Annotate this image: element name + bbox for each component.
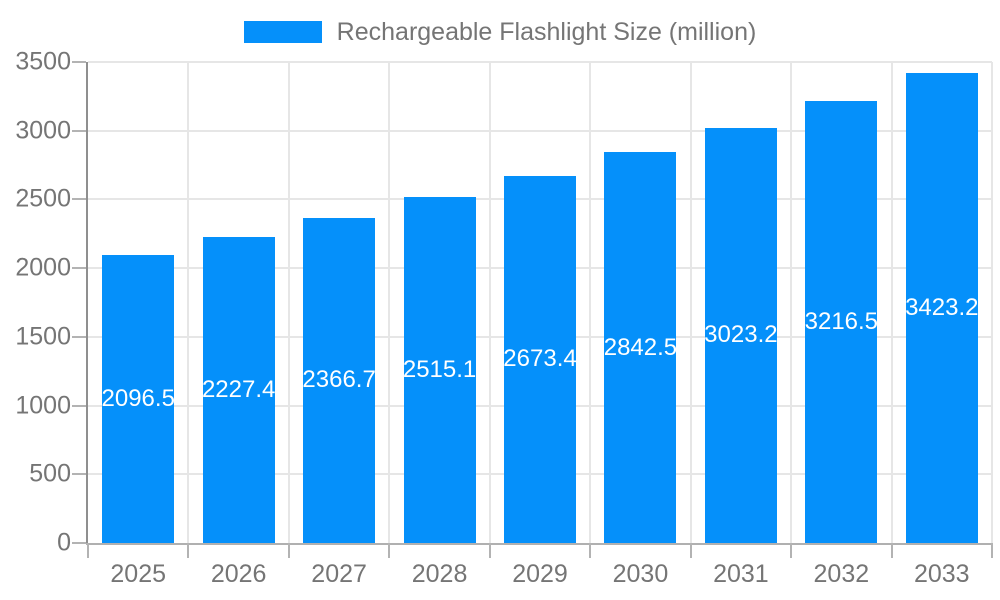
y-axis-tick bbox=[72, 267, 86, 270]
y-axis-tick bbox=[72, 129, 86, 132]
x-tick-label: 2025 bbox=[110, 560, 167, 588]
x-tick-label: 2026 bbox=[210, 560, 267, 588]
x-gridline bbox=[187, 62, 190, 543]
bar-value-label: 2227.4 bbox=[201, 375, 276, 403]
bar-value-label: 3216.5 bbox=[804, 307, 879, 335]
y-axis-tick bbox=[72, 61, 86, 63]
x-axis-tick bbox=[991, 543, 993, 558]
x-gridline bbox=[689, 62, 692, 543]
legend-series-label: Rechargeable Flashlight Size (million) bbox=[336, 18, 757, 46]
y-axis-tick bbox=[72, 473, 86, 476]
bar-value-label: 2842.5 bbox=[603, 333, 678, 361]
bar-value-label: 2673.4 bbox=[503, 345, 577, 373]
bar-value-label: 2366.7 bbox=[302, 366, 376, 394]
bar bbox=[303, 217, 376, 543]
x-tick-label: 2028 bbox=[411, 560, 468, 588]
x-axis-tick bbox=[488, 543, 491, 558]
y-axis-tick bbox=[72, 198, 86, 201]
y-tick-label: 1000 bbox=[15, 391, 71, 420]
x-axis-tick bbox=[187, 543, 190, 558]
bar-value-label: 3423.2 bbox=[905, 293, 979, 321]
x-tick-label: 2030 bbox=[612, 560, 669, 588]
bar-value-label: 3023.2 bbox=[704, 321, 778, 349]
y-gridline bbox=[88, 61, 992, 63]
y-axis-tick bbox=[72, 404, 86, 407]
legend-swatch-icon bbox=[243, 21, 322, 43]
bar bbox=[704, 127, 777, 543]
chart-legend: Rechargeable Flashlight Size (million) bbox=[0, 17, 1000, 47]
x-gridline bbox=[589, 62, 592, 543]
bar bbox=[403, 197, 476, 543]
x-tick-label: 2029 bbox=[512, 560, 568, 588]
x-axis-tick bbox=[87, 543, 89, 558]
x-tick-label: 2032 bbox=[813, 560, 870, 588]
bar bbox=[604, 152, 677, 543]
x-gridline bbox=[991, 62, 993, 543]
x-gridline bbox=[890, 62, 893, 543]
y-tick-label: 3000 bbox=[15, 116, 71, 145]
y-axis-tick bbox=[72, 542, 86, 544]
x-gridline bbox=[488, 62, 491, 543]
y-tick-label: 2500 bbox=[15, 184, 71, 213]
plot-area: 0 500 1000 1500 2000 2500 3000 3500 2096.5 2025 22… bbox=[15, 48, 993, 588]
y-gridline bbox=[88, 129, 992, 132]
x-axis-tick bbox=[790, 543, 793, 558]
y-tick-label: 2000 bbox=[15, 253, 71, 282]
x-tick-label: 2027 bbox=[311, 560, 367, 588]
bar bbox=[504, 175, 576, 543]
bar-value-label: 2096.5 bbox=[101, 384, 175, 412]
bar bbox=[805, 100, 878, 543]
x-axis-tick bbox=[890, 543, 893, 558]
x-axis-tick bbox=[689, 543, 692, 558]
x-tick-label: 2031 bbox=[713, 560, 769, 588]
x-axis-tick bbox=[388, 543, 391, 558]
y-axis-tick bbox=[72, 335, 86, 338]
x-gridline bbox=[790, 62, 793, 543]
bar bbox=[102, 254, 175, 543]
y-tick-label: 3500 bbox=[15, 47, 71, 76]
x-axis-tick bbox=[589, 543, 592, 558]
x-axis-tick bbox=[287, 543, 290, 558]
y-tick-label: 0 bbox=[57, 528, 71, 557]
x-axis-line bbox=[86, 543, 992, 545]
bar bbox=[905, 72, 978, 543]
x-gridline bbox=[287, 62, 290, 543]
x-tick-label: 2033 bbox=[913, 560, 970, 588]
y-tick-label: 500 bbox=[29, 459, 71, 488]
x-gridline bbox=[388, 62, 391, 543]
y-tick-label: 1500 bbox=[15, 322, 71, 351]
bar-value-label: 2515.1 bbox=[402, 356, 477, 384]
bar bbox=[202, 236, 275, 543]
y-axis-line bbox=[86, 62, 88, 543]
